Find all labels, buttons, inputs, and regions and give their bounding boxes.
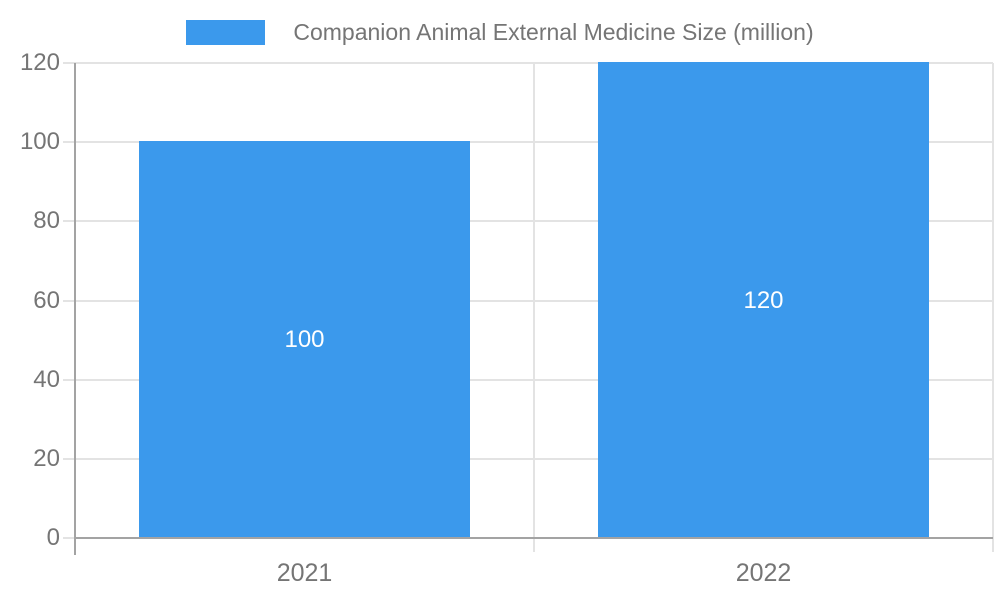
y-axis-line xyxy=(74,63,76,555)
y-tick-mark xyxy=(63,62,75,64)
y-axis-label: 120 xyxy=(19,49,60,76)
y-axis-label: 100 xyxy=(19,128,60,155)
x-axis-label: 2021 xyxy=(276,559,333,587)
bar-2022[interactable] xyxy=(598,62,929,538)
y-axis-label: 60 xyxy=(33,287,60,314)
category-boundary-gridline xyxy=(533,63,535,538)
legend-color-swatch xyxy=(186,20,266,45)
y-tick-mark xyxy=(63,141,75,143)
y-tick-mark xyxy=(63,379,75,381)
bar-value-label: 120 xyxy=(743,287,784,314)
y-tick-mark xyxy=(63,537,75,539)
x-tick-mark xyxy=(992,538,994,552)
x-axis-line xyxy=(75,537,993,539)
y-axis-label: 40 xyxy=(33,366,60,393)
y-tick-mark xyxy=(63,220,75,222)
x-axis-label: 2022 xyxy=(735,559,792,587)
y-axis-label: 0 xyxy=(46,524,60,551)
category-boundary-gridline xyxy=(992,63,994,538)
chart-legend[interactable]: Companion Animal External Medicine Size … xyxy=(0,19,1000,46)
legend-series-label: Companion Animal External Medicine Size … xyxy=(293,19,814,45)
y-tick-mark xyxy=(63,458,75,460)
y-axis-label: 80 xyxy=(33,207,60,234)
x-tick-mark xyxy=(533,538,535,552)
bar-value-label: 100 xyxy=(284,326,325,353)
y-axis-label: 20 xyxy=(33,445,60,472)
y-tick-mark xyxy=(63,300,75,302)
bar-2021[interactable] xyxy=(139,141,470,538)
